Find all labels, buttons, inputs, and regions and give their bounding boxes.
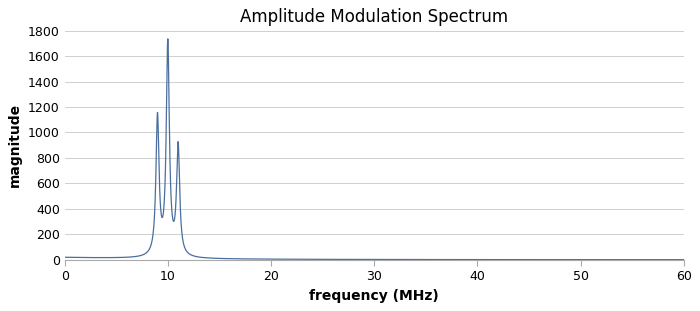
X-axis label: frequency (MHz): frequency (MHz) (309, 289, 439, 303)
Y-axis label: magnitude: magnitude (8, 103, 22, 187)
Title: Amplitude Modulation Spectrum: Amplitude Modulation Spectrum (240, 8, 508, 26)
